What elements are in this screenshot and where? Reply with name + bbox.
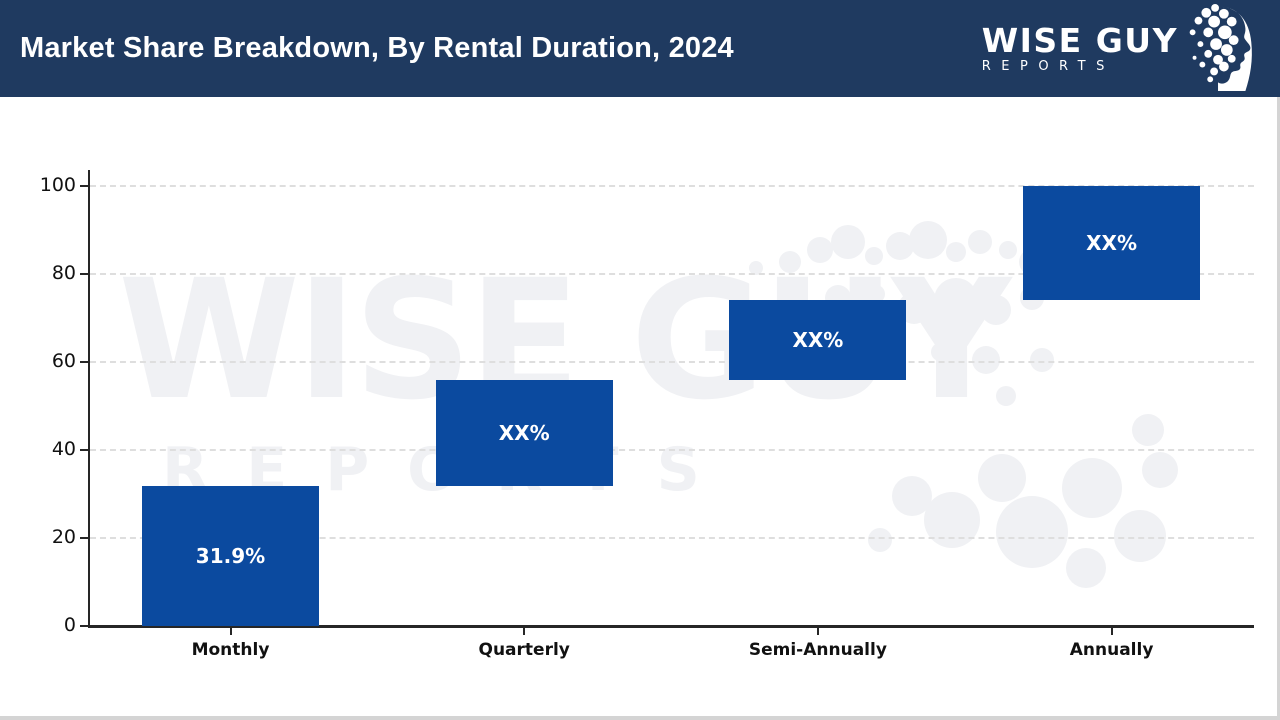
watermark-face-dots bbox=[720, 200, 1200, 624]
y-axis-tick-label: 40 bbox=[51, 438, 76, 460]
y-axis-tick bbox=[80, 537, 89, 539]
y-axis-tick bbox=[80, 185, 89, 187]
y-axis-tick bbox=[80, 361, 89, 363]
x-axis-category-label: Semi-Annually bbox=[748, 640, 887, 660]
logo-face-icon bbox=[1184, 3, 1254, 95]
gridline bbox=[90, 537, 1254, 539]
gridline bbox=[90, 449, 1254, 451]
x-axis-category-label: Quarterly bbox=[478, 640, 570, 660]
y-axis-tick bbox=[80, 625, 89, 627]
y-axis-tick bbox=[80, 273, 89, 275]
x-axis-category-label: Annually bbox=[1069, 640, 1154, 660]
header-bar: Market Share Breakdown, By Rental Durati… bbox=[0, 0, 1280, 97]
x-axis-tick bbox=[229, 628, 232, 635]
y-axis-tick-label: 100 bbox=[39, 174, 76, 196]
bar-value-label: 31.9% bbox=[195, 543, 266, 568]
bar-monthly: 31.9% bbox=[142, 485, 319, 626]
wise-guy-reports-logo: WISE GUY REPORTS bbox=[982, 3, 1254, 95]
y-axis-tick-label: 0 bbox=[63, 614, 76, 636]
y-axis-tick-label: 80 bbox=[51, 262, 76, 284]
page-title: Market Share Breakdown, By Rental Durati… bbox=[20, 32, 734, 64]
gridline bbox=[90, 273, 1254, 275]
logo-text: WISE GUY REPORTS bbox=[982, 24, 1178, 73]
bar-semi-annually: XX% bbox=[729, 299, 907, 381]
logo-subtitle: REPORTS bbox=[981, 59, 1115, 74]
bar-quarterly: XX% bbox=[435, 380, 613, 486]
bar-value-label: XX% bbox=[498, 420, 550, 445]
y-axis-tick-label: 60 bbox=[51, 350, 76, 372]
bar-annually: XX% bbox=[1023, 186, 1201, 300]
gridline bbox=[90, 185, 1254, 187]
x-axis-tick bbox=[523, 628, 526, 635]
right-border bbox=[1277, 97, 1280, 720]
bar-value-label: XX% bbox=[792, 327, 844, 352]
x-axis-tick bbox=[816, 628, 819, 635]
y-axis-line bbox=[88, 170, 90, 628]
x-axis-tick bbox=[1110, 628, 1113, 635]
y-axis-tick bbox=[80, 449, 89, 451]
x-axis-category-label: Monthly bbox=[191, 640, 270, 660]
bar-value-label: XX% bbox=[1086, 230, 1138, 255]
x-axis-line bbox=[88, 625, 1254, 628]
y-axis-tick-label: 20 bbox=[51, 526, 76, 548]
bottom-border bbox=[0, 716, 1280, 720]
logo-wordmark: WISE GUY bbox=[981, 21, 1178, 60]
gridline bbox=[90, 361, 1254, 363]
